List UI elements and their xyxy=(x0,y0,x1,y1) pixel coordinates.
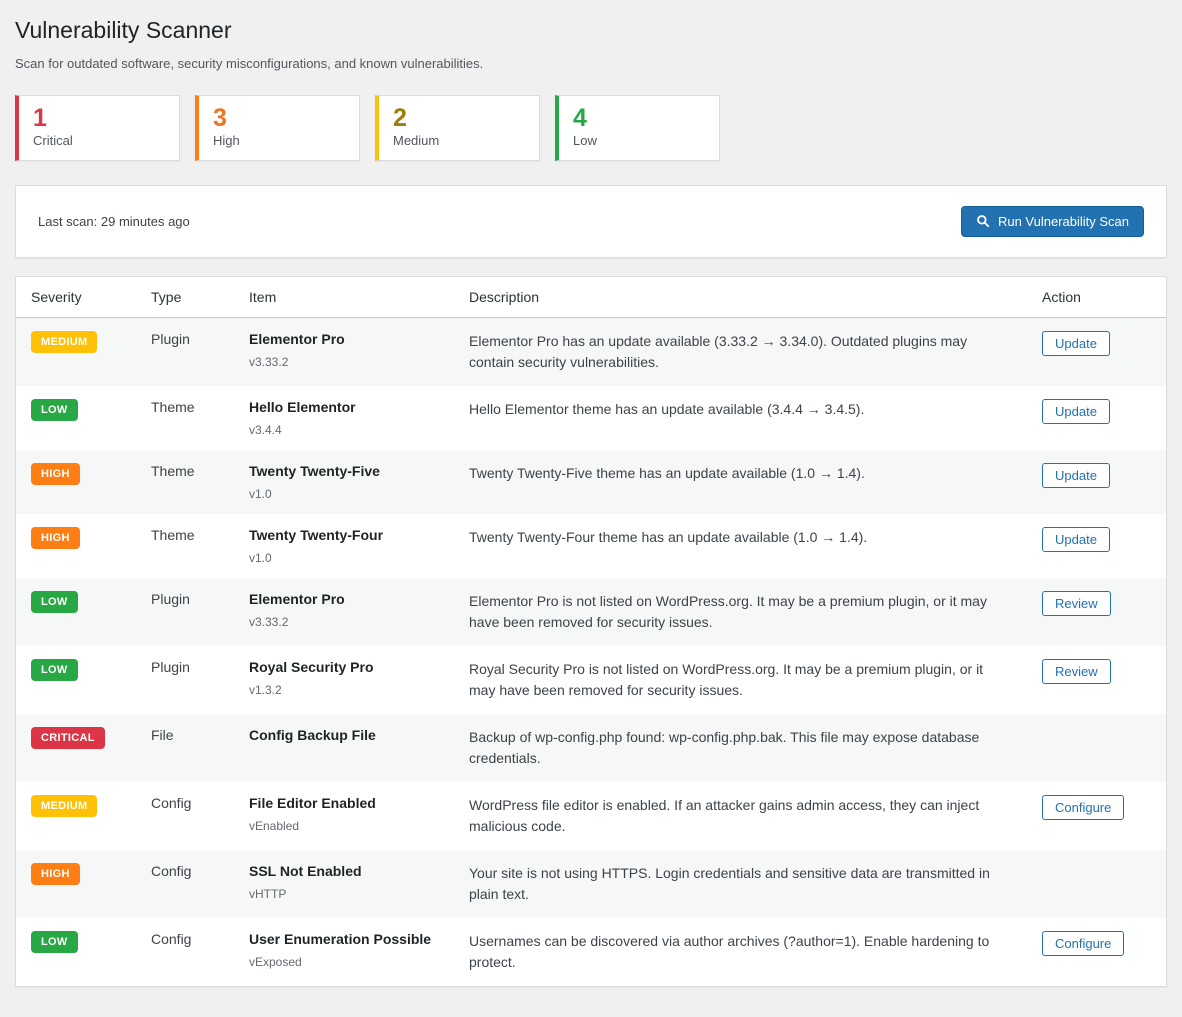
row-action-button[interactable]: Update xyxy=(1042,398,1110,424)
table-row: MEDIUM Plugin Elementor Pro v3.33.2 Elem… xyxy=(16,317,1166,386)
summary-card-count: 1 xyxy=(33,103,47,132)
row-description: WordPress file editor is enabled. If an … xyxy=(469,796,980,834)
page-subtitle: Scan for outdated software, security mis… xyxy=(15,55,484,71)
row-item-version: v3.33.2 xyxy=(249,354,289,369)
summary-card-count: 2 xyxy=(393,103,407,132)
search-icon xyxy=(976,214,990,228)
run-vulnerability-scan-button[interactable]: Run Vulnerability Scan xyxy=(960,205,1144,237)
row-item-name: File Editor Enabled xyxy=(249,794,376,811)
row-action-button[interactable]: Update xyxy=(1042,330,1110,356)
page-title: Vulnerability Scanner xyxy=(15,17,232,43)
severity-badge: HIGH xyxy=(31,462,80,485)
row-item-name: User Enumeration Possible xyxy=(249,930,432,947)
column-header-type: Type xyxy=(136,276,234,318)
summary-card-label: Medium xyxy=(393,132,440,148)
row-description: Elementor Pro is not listed on WordPress… xyxy=(469,592,987,630)
row-action-button[interactable]: Update xyxy=(1042,462,1110,488)
severity-badge: HIGH xyxy=(31,526,80,549)
row-description: Your site is not using HTTPS. Login cred… xyxy=(469,864,990,902)
findings-table: Severity Type Item Description Action MEDIUM… xyxy=(16,276,1166,986)
table-row: HIGH Config SSL Not Enabled vHTTP Your s… xyxy=(16,849,1166,918)
row-item-version: v1.0 xyxy=(249,486,272,501)
column-header-item: Item xyxy=(234,276,454,318)
row-description: Backup of wp-config.php found: wp-config… xyxy=(469,728,980,766)
column-header-action: Action xyxy=(1027,276,1166,318)
row-action-button[interactable]: Configure xyxy=(1042,930,1125,956)
row-description: Twenty Twenty-Four theme has an update a… xyxy=(469,528,868,545)
row-item-name: Config Backup File xyxy=(249,726,376,743)
summary-card-label: Low xyxy=(573,132,597,148)
row-action-button[interactable]: Review xyxy=(1042,658,1111,684)
findings-table-body: MEDIUM Plugin Elementor Pro v3.33.2 Elem… xyxy=(16,317,1166,986)
row-item-version: vExposed xyxy=(249,954,302,969)
row-description: Elementor Pro has an update available (3… xyxy=(469,332,968,370)
row-item-version: v1.0 xyxy=(249,550,272,565)
row-item-version: v3.33.2 xyxy=(249,614,289,629)
column-header-description: Description xyxy=(454,276,1027,318)
summary-card-high: 3 High xyxy=(195,94,360,161)
severity-badge: LOW xyxy=(31,930,78,953)
row-action-button[interactable]: Review xyxy=(1042,590,1111,616)
table-row: HIGH Theme Twenty Twenty-Five v1.0 Twent… xyxy=(16,449,1166,514)
row-item-name: Elementor Pro xyxy=(249,590,345,607)
row-type: Config xyxy=(151,862,192,879)
severity-badge: CRITICAL xyxy=(31,726,105,749)
row-type: Theme xyxy=(151,462,195,479)
row-item-name: Twenty Twenty-Five xyxy=(249,462,380,479)
row-description: Twenty Twenty-Five theme has an update a… xyxy=(469,464,865,481)
row-type: Config xyxy=(151,794,192,811)
row-type: Config xyxy=(151,930,192,947)
row-item-name: Twenty Twenty-Four xyxy=(249,526,384,543)
table-row: LOW Plugin Royal Security Pro v1.3.2 Roy… xyxy=(16,645,1166,714)
severity-badge: LOW xyxy=(31,658,78,681)
row-description: Royal Security Pro is not listed on Word… xyxy=(469,660,984,698)
row-type: Plugin xyxy=(151,658,190,675)
row-type: Plugin xyxy=(151,590,190,607)
row-item-name: Royal Security Pro xyxy=(249,658,374,675)
findings-table-panel: Severity Type Item Description Action MEDIUM… xyxy=(15,275,1167,987)
row-type: Plugin xyxy=(151,330,190,347)
row-item-version: v1.3.2 xyxy=(249,682,282,697)
table-header-row: Severity Type Item Description Action xyxy=(16,276,1166,318)
severity-badge: MEDIUM xyxy=(31,794,98,817)
row-description: Hello Elementor theme has an update avai… xyxy=(469,400,865,417)
table-row: MEDIUM Config File Editor Enabled vEnabl… xyxy=(16,781,1166,850)
row-description: Usernames can be discovered via author a… xyxy=(469,932,990,970)
severity-badge: HIGH xyxy=(31,862,80,885)
row-item-name: Hello Elementor xyxy=(249,398,356,415)
summary-card-label: High xyxy=(213,132,240,148)
row-action-button[interactable]: Configure xyxy=(1042,794,1125,820)
table-row: CRITICAL File Config Backup File Backup … xyxy=(16,713,1166,782)
scan-panel: Last scan: 29 minutes ago Run Vulnerabil… xyxy=(15,184,1167,258)
severity-badge: LOW xyxy=(31,590,78,613)
summary-cards: 1 Critical 3 High 2 Medium 4 Low xyxy=(15,94,1167,161)
summary-card-medium: 2 Medium xyxy=(375,94,540,161)
severity-badge: MEDIUM xyxy=(31,330,98,353)
row-item-name: SSL Not Enabled xyxy=(249,862,362,879)
summary-card-critical: 1 Critical xyxy=(15,94,180,161)
summary-card-count: 4 xyxy=(573,103,587,132)
row-type: Theme xyxy=(151,398,195,415)
table-row: LOW Config User Enumeration Possible vEx… xyxy=(16,917,1166,986)
row-item-version: vEnabled xyxy=(249,818,300,833)
run-button-label: Run Vulnerability Scan xyxy=(997,213,1129,229)
row-type: Theme xyxy=(151,526,195,543)
last-scan-text: Last scan: 29 minutes ago xyxy=(38,213,190,229)
row-type: File xyxy=(151,726,174,743)
severity-badge: LOW xyxy=(31,398,78,421)
row-item-version: vHTTP xyxy=(249,886,287,901)
summary-card-count: 3 xyxy=(213,103,227,132)
table-row: LOW Theme Hello Elementor v3.4.4 Hello E… xyxy=(16,385,1166,450)
summary-card-label: Critical xyxy=(33,132,73,148)
summary-card-low: 4 Low xyxy=(555,94,720,161)
column-header-severity: Severity xyxy=(16,276,136,318)
table-row: LOW Plugin Elementor Pro v3.33.2 Element… xyxy=(16,577,1166,646)
row-item-name: Elementor Pro xyxy=(249,330,345,347)
table-row: HIGH Theme Twenty Twenty-Four v1.0 Twent… xyxy=(16,513,1166,578)
row-item-version: v3.4.4 xyxy=(249,422,282,437)
row-action-button[interactable]: Update xyxy=(1042,526,1110,552)
